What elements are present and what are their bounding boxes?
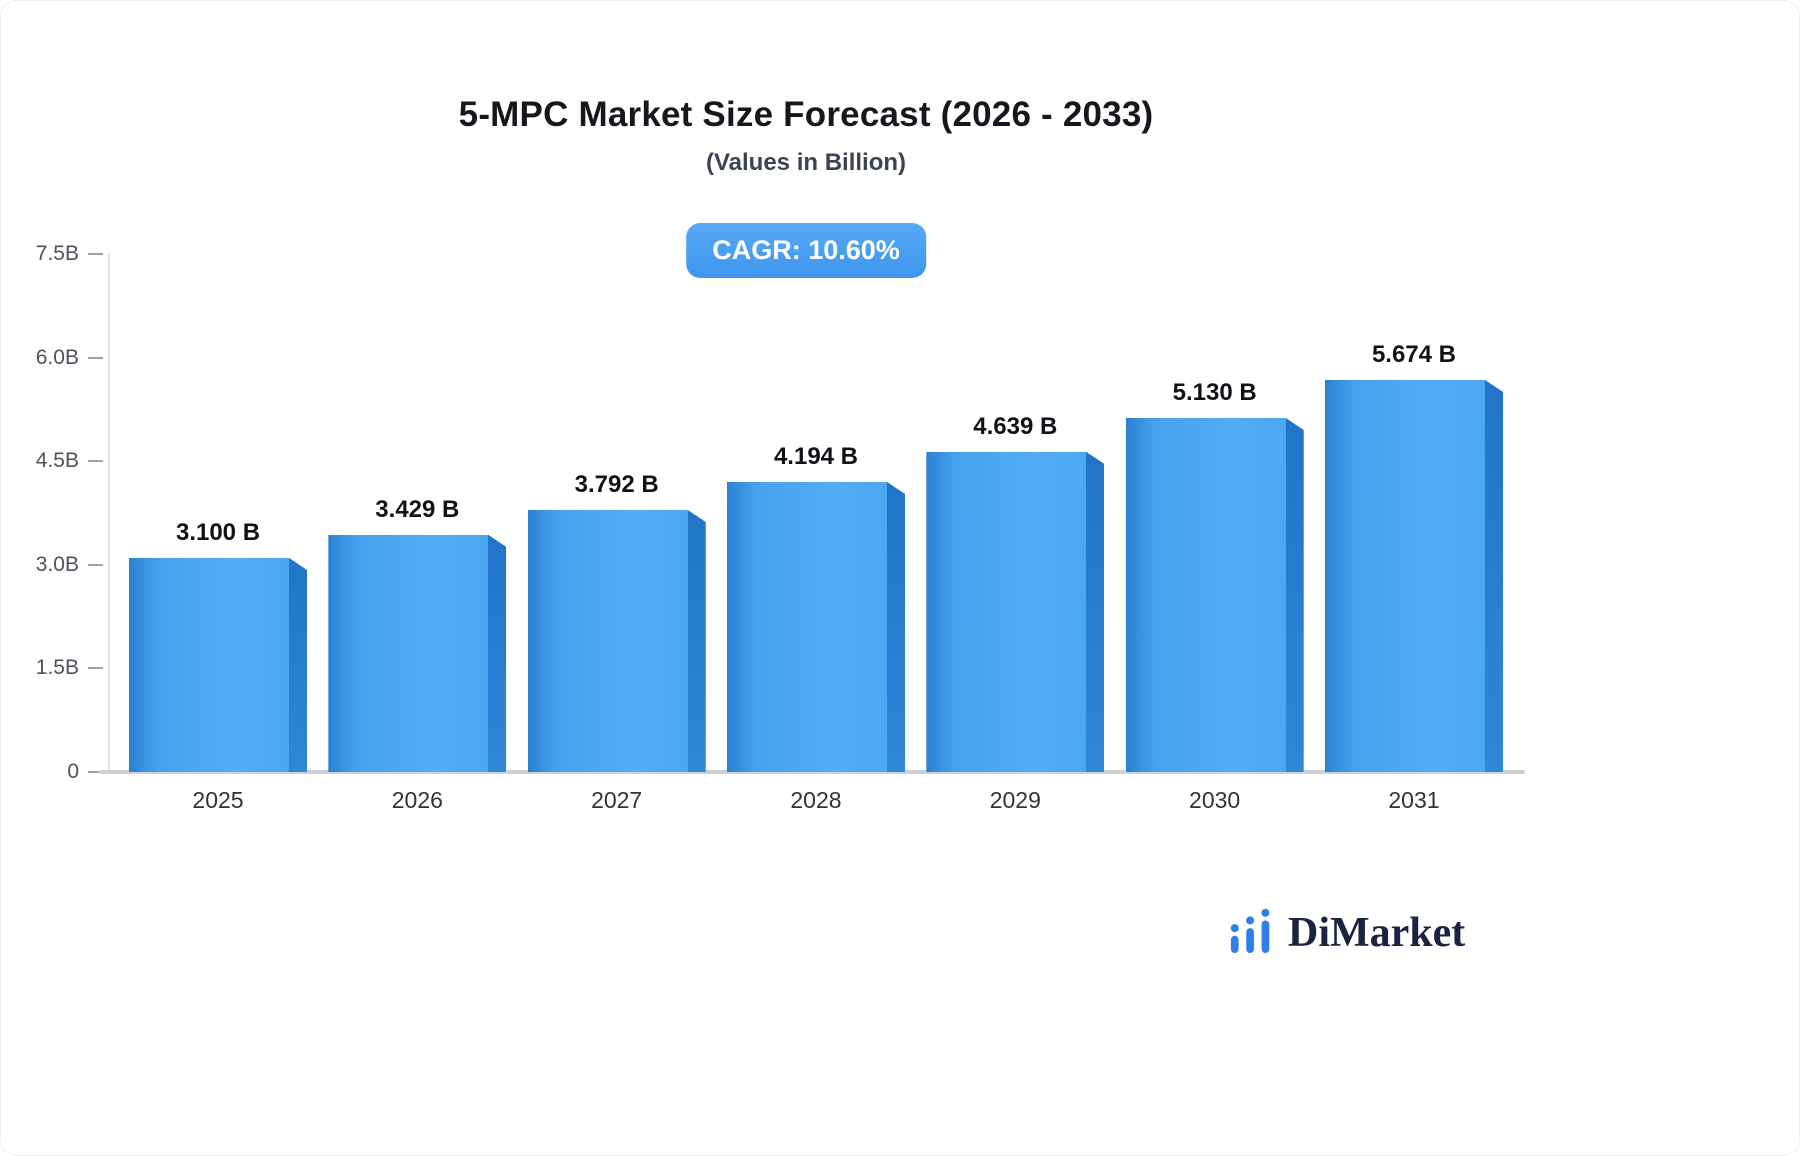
bar-group: 4.194 B xyxy=(727,254,905,772)
chart-subtitle: (Values in Billion) xyxy=(705,149,907,176)
y-tick-label: 3.0B xyxy=(35,552,79,576)
y-tick: 0 xyxy=(33,760,103,784)
bar-side-face xyxy=(1286,418,1304,772)
bar xyxy=(926,452,1104,772)
bar-value-label: 4.194 B xyxy=(773,443,859,470)
y-axis: 0 1.5B 3.0B 4.5B 6.0B 7.5B xyxy=(1,242,103,783)
y-tick-mark xyxy=(88,771,103,773)
bar-value-label: 4.639 B xyxy=(973,413,1058,440)
bars: 3.100 B 3.429 B 3.792 B 4.194 B 4.639 B 5.130… xyxy=(111,254,1521,772)
bar-group: 3.429 B xyxy=(328,254,506,772)
bar-chart-logo-icon xyxy=(1229,907,1275,955)
x-axis-label: 2027 xyxy=(591,787,643,813)
brand-logo: DiMarket xyxy=(1229,907,1465,955)
bar-side-face xyxy=(488,535,506,772)
bar-group: 5.674 B xyxy=(1325,254,1503,772)
cagr-badge: CAGR: 10.60% xyxy=(686,223,926,278)
bar xyxy=(1126,418,1304,772)
bar xyxy=(129,558,307,772)
y-tick-label: 6.0B xyxy=(35,345,79,369)
y-axis-line xyxy=(108,254,110,773)
x-axis-line xyxy=(99,770,1525,774)
y-tick-label: 7.5B xyxy=(35,242,79,265)
x-axis: 2025 2026 2027 2028 2029 2030 2031 xyxy=(111,787,1521,814)
y-tick-mark xyxy=(88,253,103,255)
bar xyxy=(727,482,905,772)
bar xyxy=(528,510,706,772)
y-tick: 3.0B xyxy=(33,553,103,577)
x-axis-label: 2026 xyxy=(391,787,443,813)
bar-side-face xyxy=(887,482,905,772)
bar-side-face xyxy=(1086,452,1104,772)
y-tick-label: 1.5B xyxy=(35,656,79,680)
bar-group: 3.792 B xyxy=(528,254,706,772)
x-axis-label: 2025 xyxy=(192,787,244,813)
y-tick-mark xyxy=(88,563,103,566)
bar-value-label: 5.674 B xyxy=(1371,341,1456,368)
bar-group: 3.100 B xyxy=(129,254,307,772)
bar-side-face xyxy=(1485,380,1503,772)
x-axis-label: 2028 xyxy=(790,787,842,813)
chart-title: 5-MPC Market Size Forecast (2026 - 2033) xyxy=(458,95,1154,134)
y-tick: 1.5B xyxy=(33,656,103,680)
bar-side-face xyxy=(289,558,307,772)
y-tick: 7.5B xyxy=(33,242,103,266)
bar-value-label: 3.100 B xyxy=(175,519,261,546)
y-tick-label: 4.5B xyxy=(35,449,79,473)
bar-value-label: 3.429 B xyxy=(375,496,460,523)
y-tick: 6.0B xyxy=(33,346,103,370)
x-axis-label: 2029 xyxy=(989,787,1041,813)
y-tick-mark xyxy=(88,667,103,670)
x-axis-label: 2031 xyxy=(1388,787,1440,813)
bar xyxy=(1325,380,1503,772)
y-tick: 4.5B xyxy=(33,449,103,473)
bar-group: 4.639 B xyxy=(926,254,1104,772)
x-axis-label: 2030 xyxy=(1189,787,1241,813)
bar-value-label: 3.792 B xyxy=(574,471,659,498)
bar-value-label: 5.130 B xyxy=(1172,379,1257,406)
y-tick-label: 0 xyxy=(67,760,79,783)
bar-side-face xyxy=(688,510,706,772)
y-tick-mark xyxy=(88,356,103,359)
bar-group: 5.130 B xyxy=(1126,254,1304,772)
brand-logo-text: DiMarket xyxy=(1288,909,1466,956)
y-tick-mark xyxy=(88,460,103,463)
bar xyxy=(328,535,506,772)
